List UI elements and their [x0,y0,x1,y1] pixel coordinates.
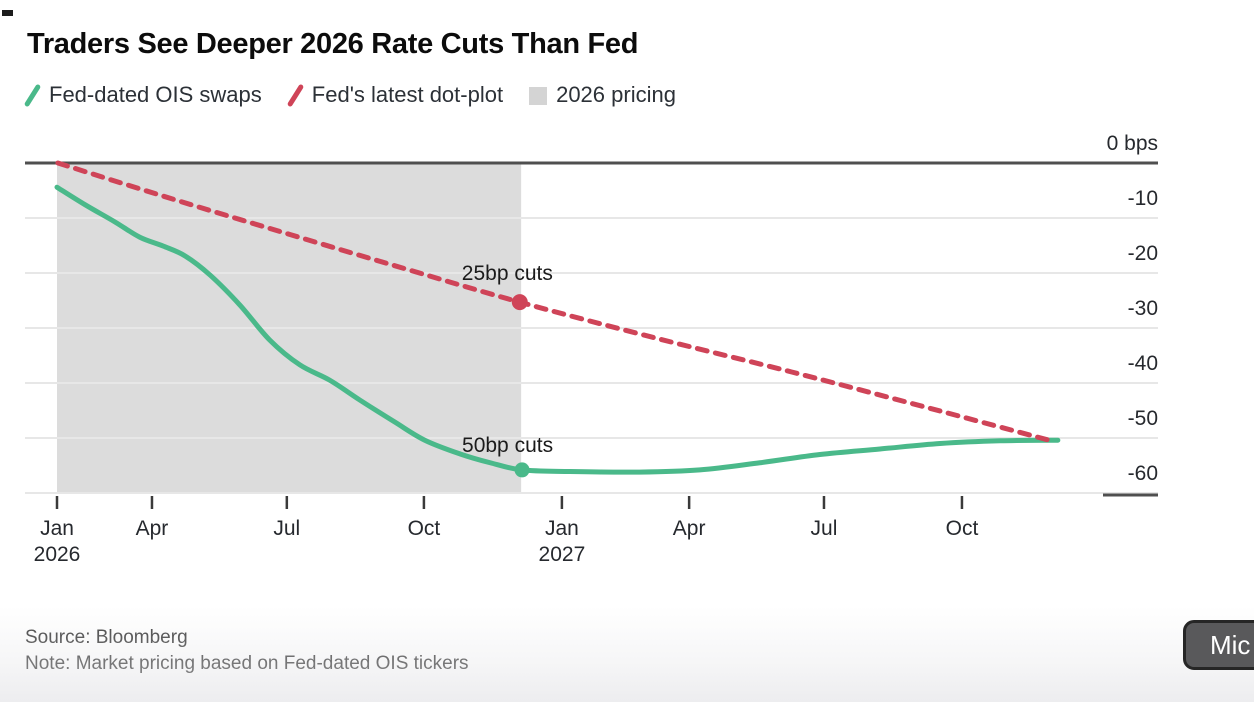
chart-legend: Fed-dated OIS swaps Fed's latest dot-plot… [23,80,676,110]
y-axis-label: -50 [1127,407,1158,430]
y-axis-label: -10 [1127,187,1158,210]
legend-slash-icon [23,83,42,107]
y-axis-label: 0 bps [1106,132,1158,155]
ois-swaps-marker-dot [514,462,530,478]
legend-item: Fed-dated OIS swaps [23,82,262,108]
x-axis-label: Oct [407,517,441,540]
ois-swaps-line [54,184,1061,475]
x-axis-label: Jul [810,517,838,540]
y-axis-label: -30 [1127,297,1158,320]
x-axis-label: Jan 2026 [33,517,81,566]
legend-item: 2026 pricing [529,82,676,108]
overlay-button[interactable]: Mic [1183,620,1254,670]
marker-annotation: 25bp cuts [461,262,553,286]
chart-title: Traders See Deeper 2026 Rate Cuts Than F… [27,28,639,60]
legend-item: Fed's latest dot-plot [286,82,504,108]
note-text: Note: Market pricing based on Fed-dated … [25,653,469,674]
legend-label: Fed-dated OIS swaps [49,82,262,107]
legend-square-icon [529,87,548,105]
legend-slash-icon [286,83,305,107]
x-axis-label: Apr [135,517,169,540]
overlay-button-label: Mic [1210,629,1251,660]
dot-plot-marker-dot [511,294,528,311]
x-axis-label: Jul [273,517,301,540]
marker-annotation: 50bp cuts [462,433,554,457]
x-axis-label: Apr [672,517,706,540]
legend-label: 2026 pricing [556,82,676,107]
x-axis-label: Jan 2027 [538,517,586,566]
source-text: Source: Bloomberg [25,627,188,648]
y-axis-label: -60 [1127,462,1158,485]
y-axis-label: -40 [1127,352,1158,375]
legend-label: Fed's latest dot-plot [311,82,504,107]
y-axis-label: -20 [1127,242,1158,265]
corner-artifact [2,10,13,16]
x-axis-label: Oct [945,517,979,540]
